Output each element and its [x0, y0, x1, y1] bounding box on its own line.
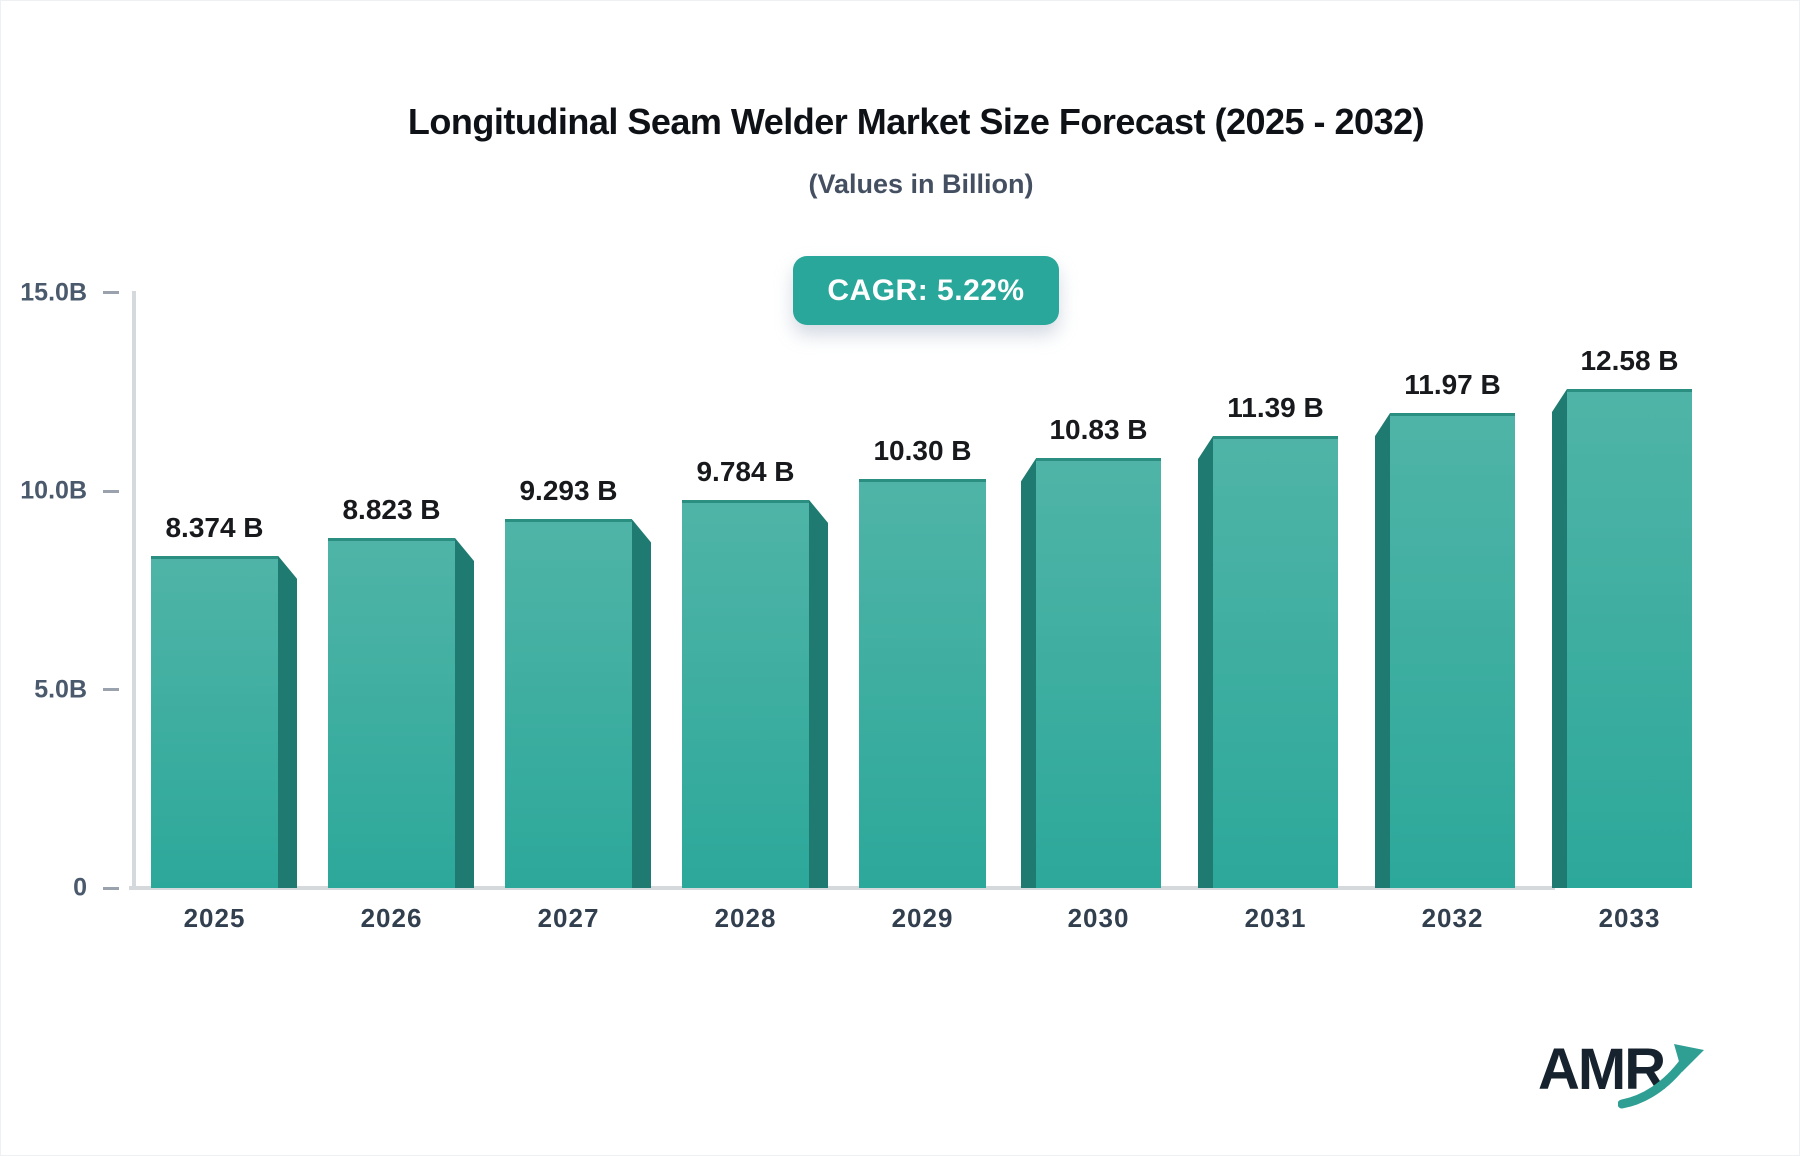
bar-value-label: 11.97 B	[1404, 369, 1501, 401]
bar-side-face	[1198, 436, 1213, 888]
bar-value-label: 8.823 B	[342, 493, 441, 525]
bar	[1213, 436, 1338, 888]
bar	[1567, 388, 1692, 888]
y-tick-dash	[103, 886, 119, 890]
bar-value-label: 10.30 B	[873, 435, 972, 467]
cagr-badge: CAGR: 5.22%	[793, 256, 1059, 325]
y-tick-dash	[103, 688, 119, 692]
bar-value-label: 8.374 B	[165, 511, 264, 543]
x-tick-label: 2027	[537, 903, 600, 933]
amr-logo-text: AMR	[1538, 1037, 1666, 1102]
x-tick-label: 2026	[360, 903, 423, 933]
bar-value-label: 9.784 B	[696, 455, 795, 487]
bar-value-label: 12.58 B	[1580, 344, 1679, 376]
amr-logo: AMR	[1538, 1036, 1708, 1116]
y-tick-label: 15.0B	[20, 278, 87, 307]
y-tick-label: 0	[73, 873, 87, 902]
y-tick-label: 5.0B	[34, 675, 87, 704]
x-tick-label: 2029	[891, 903, 954, 933]
y-axis-line	[132, 291, 136, 888]
page-title: Longitudinal Seam Welder Market Size For…	[407, 101, 1425, 142]
bar	[859, 479, 986, 888]
x-tick-label: 2030	[1067, 903, 1130, 933]
bar-side-face	[809, 499, 828, 888]
bar-side-face	[1552, 388, 1567, 888]
bar	[1036, 458, 1161, 888]
x-tick-label: 2032	[1421, 903, 1484, 933]
bar-value-label: 10.83 B	[1049, 414, 1148, 446]
x-tick-label: 2033	[1598, 903, 1661, 933]
bar-side-face	[1375, 413, 1390, 888]
page-subtitle: (Values in Billion)	[808, 169, 1034, 199]
x-axis-line	[129, 886, 1555, 890]
y-tick-dash	[103, 291, 119, 295]
bar-side-face	[278, 555, 297, 888]
x-tick-label: 2025	[183, 903, 246, 933]
bar-side-face	[455, 537, 474, 888]
x-tick-label: 2031	[1244, 903, 1307, 933]
bar-value-label: 11.39 B	[1227, 392, 1324, 424]
growth-arrow-icon	[1618, 1044, 1704, 1109]
bar	[1390, 413, 1515, 888]
bar	[328, 537, 455, 888]
y-tick-label: 10.0B	[20, 476, 87, 505]
bar	[505, 519, 632, 888]
bar	[682, 499, 809, 888]
cagr-badge-label: CAGR: 5.22%	[827, 273, 1025, 307]
y-tick-dash	[103, 489, 119, 493]
x-tick-label: 2028	[714, 903, 777, 933]
bar	[151, 555, 278, 888]
bar-side-face	[1021, 458, 1036, 888]
bar-side-face	[632, 519, 651, 888]
bar-value-label: 9.293 B	[519, 475, 618, 507]
